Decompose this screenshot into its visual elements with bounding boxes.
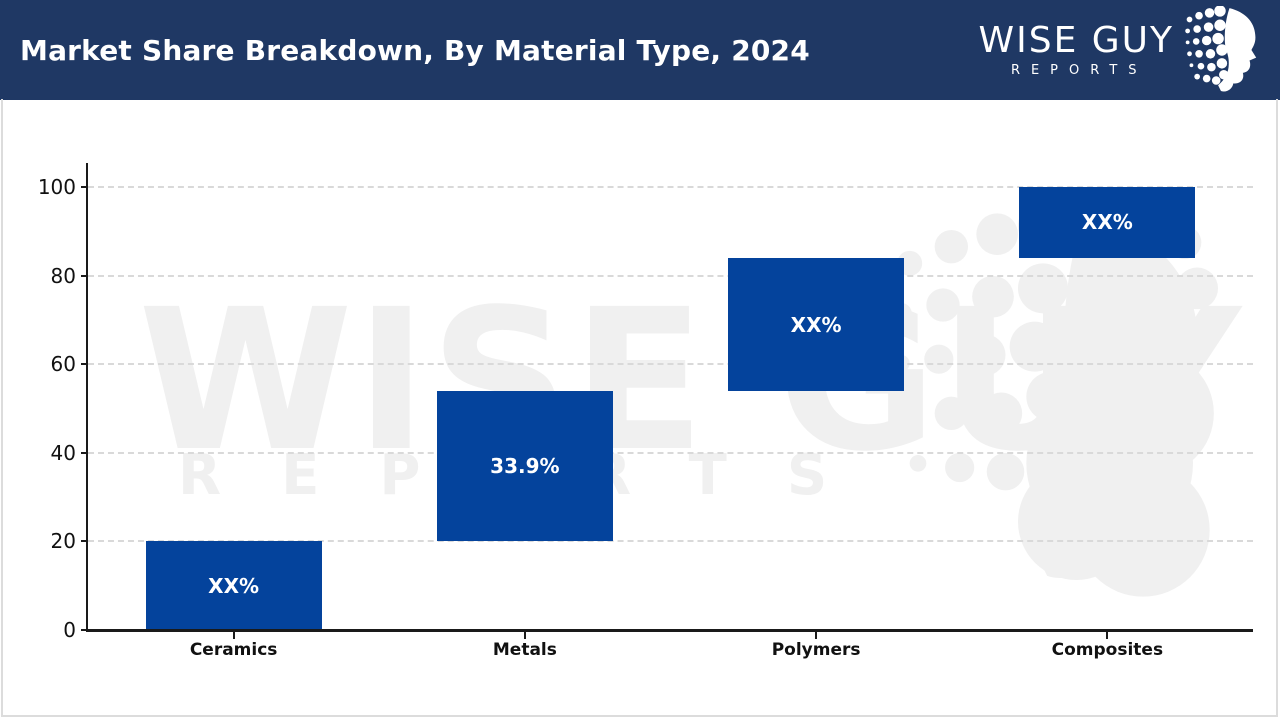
wiseguy-logo: WISE GUY REPORTS <box>979 6 1261 94</box>
y-tick-label-100: 100 <box>37 175 76 199</box>
gridline-20 <box>88 540 1253 543</box>
gridline-60 <box>88 363 1253 366</box>
y-tick-40 <box>81 451 88 454</box>
x-category-label-metals: Metals <box>492 640 557 660</box>
y-tick-60 <box>81 363 88 366</box>
bar-metals: 33.9% <box>436 391 613 542</box>
x-category-label-ceramics: Ceramics <box>189 640 278 660</box>
x-category-label-composites: Composites <box>1051 640 1164 660</box>
y-tick-label-60: 60 <box>50 352 76 377</box>
x-category-label-polymers: Polymers <box>771 640 861 660</box>
y-tick-label-40: 40 <box>50 440 76 465</box>
bar-composites: XX% <box>1019 187 1196 258</box>
x-axis-line <box>86 629 1253 632</box>
logo-face-icon <box>1185 6 1257 92</box>
x-tick-ceramics <box>232 632 235 639</box>
watermark-face-icon <box>890 205 1218 597</box>
bar-polymers: XX% <box>728 257 905 392</box>
y-tick-label-80: 80 <box>50 263 76 288</box>
y-tick-100 <box>81 186 88 188</box>
header-bar: Market Share Breakdown, By Material Type… <box>0 0 1280 100</box>
bar-value-label-polymers: XX% <box>790 312 842 337</box>
logo-wordmark: WISE GUY REPORTS <box>978 19 1175 78</box>
bar-value-label-composites: XX% <box>1081 210 1133 235</box>
gridline-100 <box>88 186 1253 188</box>
y-tick-20 <box>81 540 88 543</box>
bar-value-label-ceramics: XX% <box>208 573 260 598</box>
page-title: Market Share Breakdown, By Material Type… <box>20 33 810 67</box>
y-tick-80 <box>81 274 88 277</box>
y-axis-line <box>86 163 88 632</box>
gridline-40 <box>88 451 1253 454</box>
bar-value-label-metals: 33.9% <box>490 454 560 479</box>
y-tick-label-20: 20 <box>50 529 76 554</box>
x-tick-metals <box>523 632 526 639</box>
logo-wordmark-line1: WISE GUY <box>978 19 1174 61</box>
gridline-80 <box>88 274 1253 277</box>
bar-ceramics: XX% <box>145 541 322 630</box>
logo-wordmark-line2: REPORTS <box>1010 62 1148 78</box>
x-tick-polymers <box>815 632 818 639</box>
x-tick-composites <box>1106 632 1109 639</box>
y-tick-label-0: 0 <box>63 618 76 642</box>
y-tick-0 <box>81 629 88 631</box>
